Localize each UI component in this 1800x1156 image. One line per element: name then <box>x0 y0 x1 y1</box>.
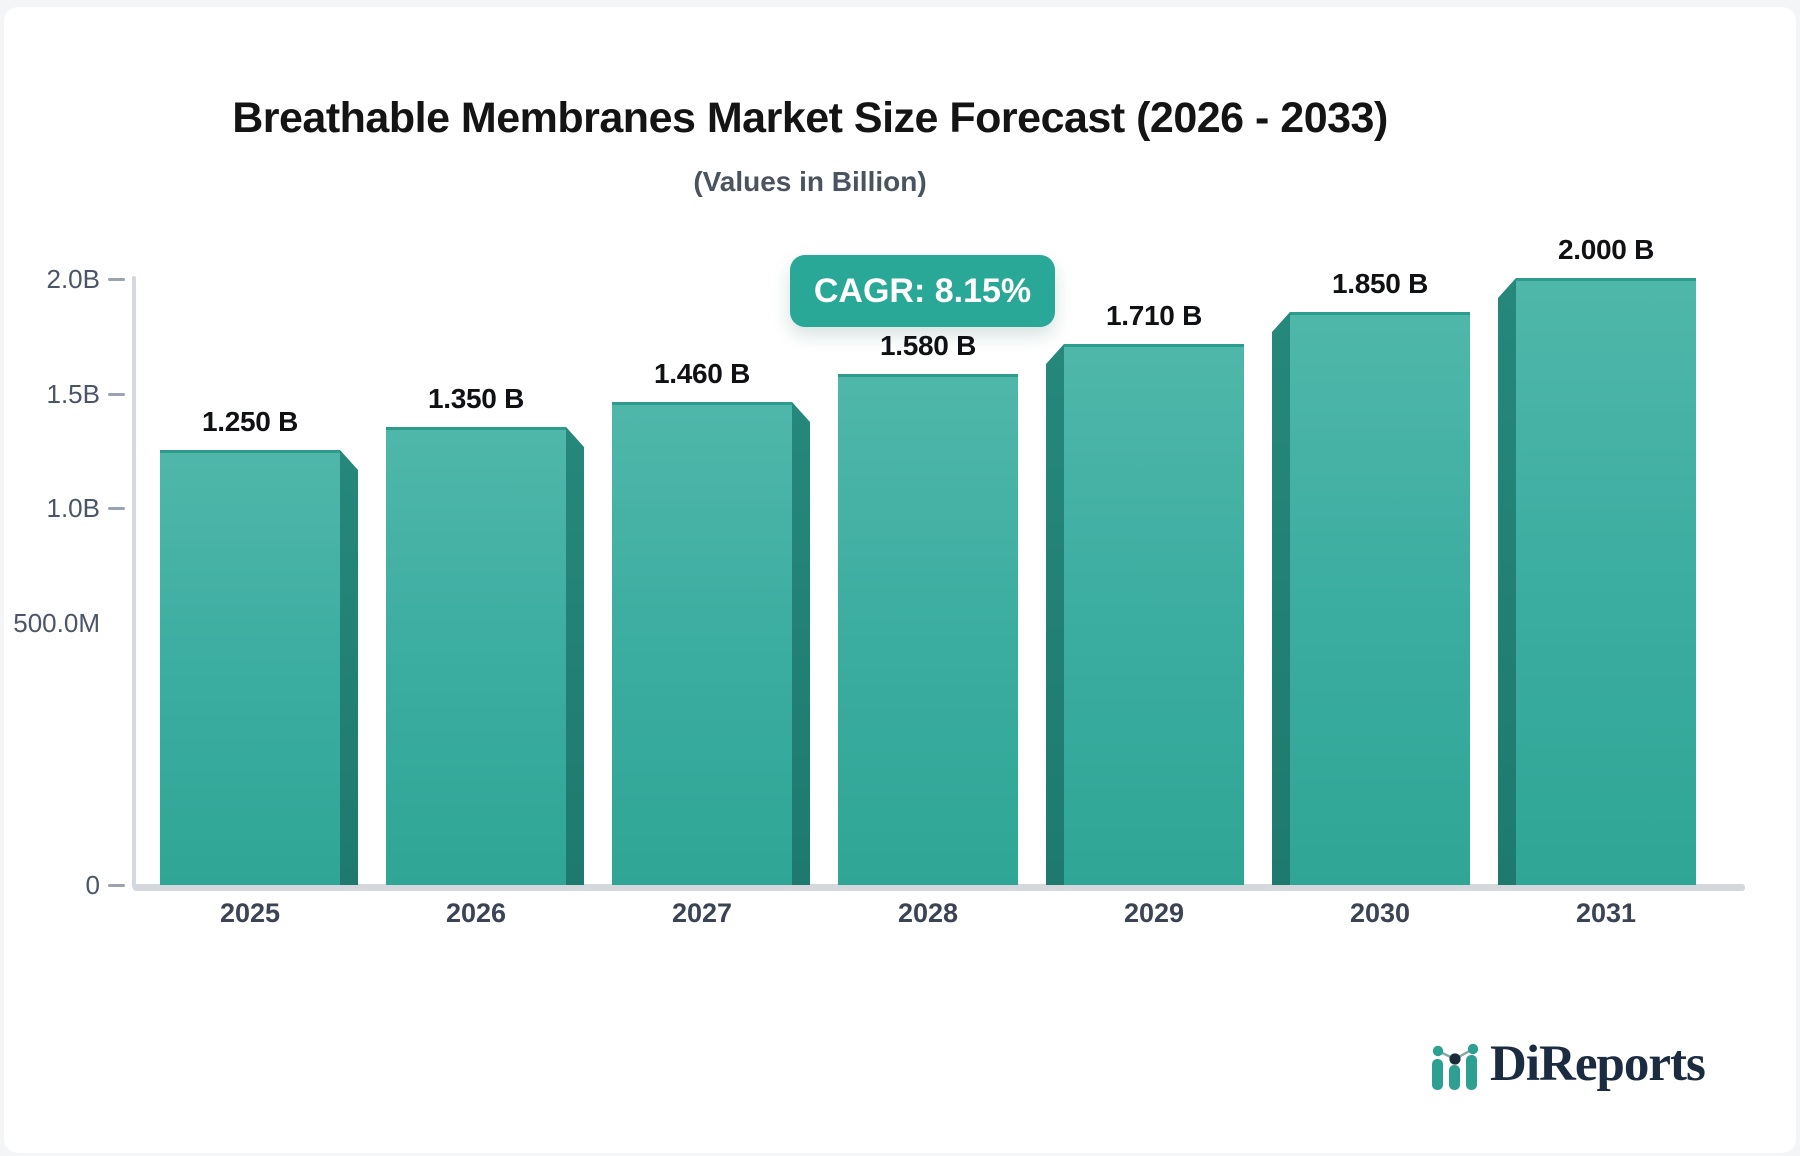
bar-value-label: 2.000 B <box>1558 234 1654 265</box>
x-axis-label-2026: 2026 <box>445 898 507 928</box>
bar-2031 <box>1516 278 1696 885</box>
x-axis-label-2027: 2027 <box>671 898 733 928</box>
bar-line-chart-icon <box>1432 1043 1479 1090</box>
bar-value-label: 1.580 B <box>880 330 976 361</box>
cagr-badge: CAGR: 8.15% <box>790 255 1055 327</box>
y-tick-label: 500.0M <box>13 608 100 638</box>
bar-side-face <box>1046 344 1064 885</box>
chart-title: Breathable Membranes Market Size Forecas… <box>232 94 1388 142</box>
bar-side-face <box>1272 312 1290 885</box>
y-tick-dash <box>108 507 125 510</box>
x-axis-label-2030: 2030 <box>1349 898 1411 928</box>
bar-2029 <box>1064 344 1244 885</box>
bar-value-label: 1.250 B <box>202 406 298 437</box>
bar-2028 <box>838 374 1018 885</box>
bar-value-label: 1.460 B <box>654 358 750 389</box>
y-tick-label: 1.5B <box>46 379 101 409</box>
y-tick-label: 1.0B <box>46 493 101 523</box>
bar-2025 <box>160 450 340 885</box>
y-tick-label: 0 <box>85 870 100 900</box>
bar-2027 <box>612 402 792 885</box>
x-axis-label-2025: 2025 <box>219 898 281 928</box>
bar-side-face <box>792 402 810 885</box>
bar-side-face <box>340 450 358 885</box>
x-axis-baseline <box>133 884 1745 891</box>
y-tick-dash <box>108 278 125 281</box>
y-tick-dash <box>108 884 125 887</box>
logo-text: DiReports <box>1490 1036 1706 1092</box>
bar-2026 <box>386 427 566 885</box>
bar-side-face <box>1498 278 1516 885</box>
x-axis-label-2028: 2028 <box>897 898 959 928</box>
x-axis-label-2029: 2029 <box>1123 898 1185 928</box>
x-axis-label-2031: 2031 <box>1575 898 1637 928</box>
bar-value-label: 1.350 B <box>428 383 524 414</box>
chart-subtitle: (Values in Billion) <box>693 166 927 197</box>
y-tick-label: 2.0B <box>46 264 101 294</box>
y-tick-dash <box>108 393 125 396</box>
logo: DiReports <box>1430 1036 1706 1092</box>
bar-side-face <box>566 427 584 885</box>
bar-value-label: 1.850 B <box>1332 268 1428 299</box>
y-axis-line <box>132 276 136 888</box>
bar-value-label: 1.710 B <box>1106 300 1202 331</box>
bar-2030 <box>1290 312 1470 885</box>
